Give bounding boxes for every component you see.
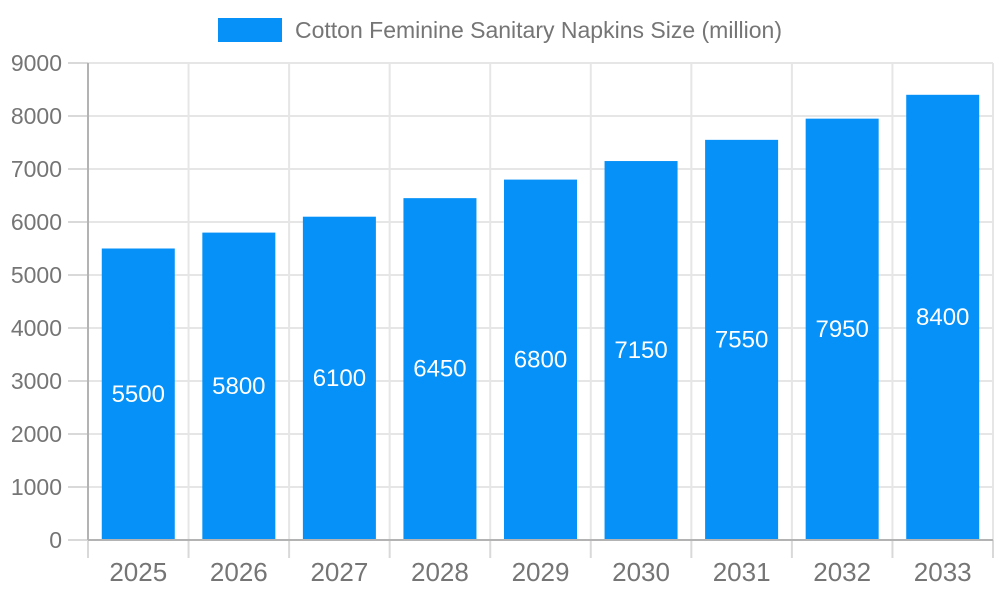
y-axis-tick-label: 0	[49, 527, 62, 553]
x-axis-label: 2029	[512, 557, 570, 587]
chart-legend[interactable]: Cotton Feminine Sanitary Napkins Size (m…	[0, 17, 1000, 43]
y-axis-tick-label: 7000	[11, 156, 62, 182]
x-axis-label: 2027	[310, 557, 368, 587]
bar-value-label: 7550	[715, 326, 768, 353]
bar-value-label: 5800	[212, 373, 265, 400]
legend-label: Cotton Feminine Sanitary Napkins Size (m…	[294, 17, 783, 43]
x-axis-label: 2026	[210, 557, 268, 587]
bar-value-label: 8400	[916, 304, 969, 331]
y-axis-tick-label: 5000	[11, 262, 62, 288]
bar-value-label: 7150	[614, 337, 667, 364]
bar-2032[interactable]	[805, 118, 879, 541]
y-axis-tick-label: 1000	[11, 474, 62, 500]
bar-2031[interactable]	[705, 139, 779, 540]
bar-2029[interactable]	[504, 179, 577, 540]
bar-value-label: 7950	[815, 316, 868, 343]
bar-2027[interactable]	[302, 216, 376, 540]
x-axis-label: 2033	[914, 557, 972, 587]
y-axis-tick-label: 8000	[11, 103, 62, 129]
y-axis-tick-label: 2000	[11, 421, 62, 447]
y-axis-tick-label: 6000	[11, 209, 62, 235]
bar-value-label: 6800	[514, 346, 567, 373]
legend-swatch	[217, 18, 282, 42]
y-axis-tick-label: 3000	[11, 368, 62, 394]
x-axis-label: 2025	[109, 557, 167, 587]
x-axis-label: 2028	[411, 557, 469, 587]
bar-2033[interactable]	[906, 94, 980, 541]
bar-value-label: 6450	[413, 356, 466, 383]
y-axis-tick-label: 9000	[11, 50, 62, 76]
bar-value-label: 6100	[313, 365, 366, 392]
x-axis-label: 2031	[713, 557, 771, 587]
bar-2030[interactable]	[604, 161, 678, 541]
bar-2026[interactable]	[202, 232, 276, 540]
x-axis-label: 2032	[813, 557, 871, 587]
x-axis-label: 2030	[612, 557, 670, 587]
bar-2025[interactable]	[101, 248, 175, 541]
y-axis-tick-label: 4000	[11, 315, 62, 341]
bar-2028[interactable]	[403, 198, 477, 540]
bar-value-label: 5500	[112, 381, 165, 408]
